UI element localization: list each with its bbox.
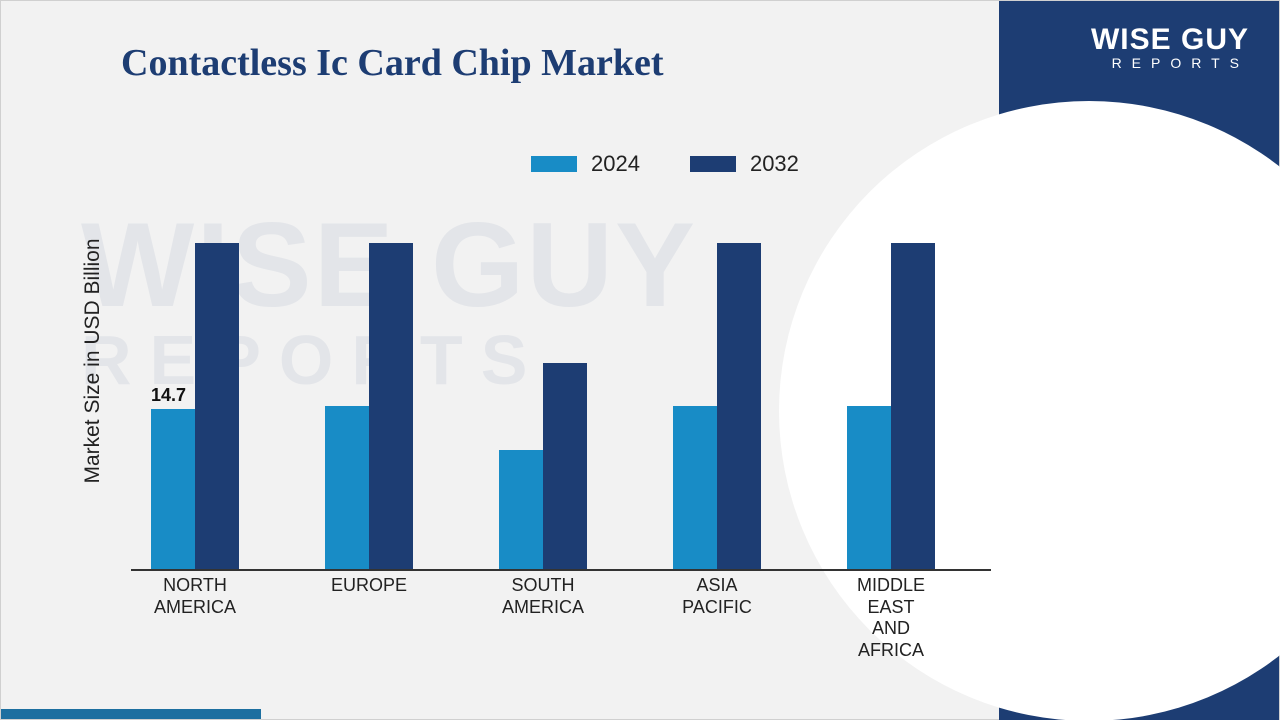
bar-2032-mea	[891, 243, 935, 569]
y-axis-label: Market Size in USD Billion	[81, 151, 105, 571]
chart-plot: 14.7	[131, 191, 991, 571]
x-axis-labels: NORTHAMERICAEUROPESOUTHAMERICAASIAPACIFI…	[131, 575, 991, 685]
bar-2032-na	[195, 243, 239, 569]
bar-group-ap	[673, 243, 777, 569]
page-root: WISE GUY REPORTS Contactless Ic Card Chi…	[0, 0, 1280, 720]
bar-2024-eu	[325, 406, 369, 569]
chart-area: Market Size in USD Billion 2024 2032 14.…	[61, 151, 991, 691]
bar-group-sa	[499, 363, 603, 569]
footer-accent-bar	[1, 709, 261, 719]
bar-group-na: 14.7	[151, 243, 255, 569]
bar-2024-mea	[847, 406, 891, 569]
legend-swatch-2032	[690, 156, 736, 172]
bar-2032-eu	[369, 243, 413, 569]
bar-2024-ap	[673, 406, 717, 569]
x-label-mea: MIDDLEEASTANDAFRICA	[821, 575, 961, 661]
chart-legend: 2024 2032	[531, 151, 799, 177]
x-label-na: NORTHAMERICA	[125, 575, 265, 618]
chart-title: Contactless Ic Card Chip Market	[121, 41, 664, 85]
brand-logo-line2: REPORTS	[1091, 55, 1249, 71]
legend-item-2024: 2024	[531, 151, 640, 177]
brand-logo-line1: WISE GUY	[1091, 23, 1249, 57]
bar-2024-sa	[499, 450, 543, 569]
bar-2032-ap	[717, 243, 761, 569]
bar-group-mea	[847, 243, 951, 569]
legend-swatch-2024	[531, 156, 577, 172]
legend-label-2024: 2024	[591, 151, 640, 177]
bar-2032-sa	[543, 363, 587, 569]
value-label-na_2024: 14.7	[151, 385, 186, 406]
legend-item-2032: 2032	[690, 151, 799, 177]
x-label-sa: SOUTHAMERICA	[473, 575, 613, 618]
legend-label-2032: 2032	[750, 151, 799, 177]
bar-group-eu	[325, 243, 429, 569]
x-label-ap: ASIAPACIFIC	[647, 575, 787, 618]
brand-logo: WISE GUY REPORTS	[1091, 23, 1249, 71]
x-label-eu: EUROPE	[299, 575, 439, 597]
bar-2024-na	[151, 409, 195, 569]
